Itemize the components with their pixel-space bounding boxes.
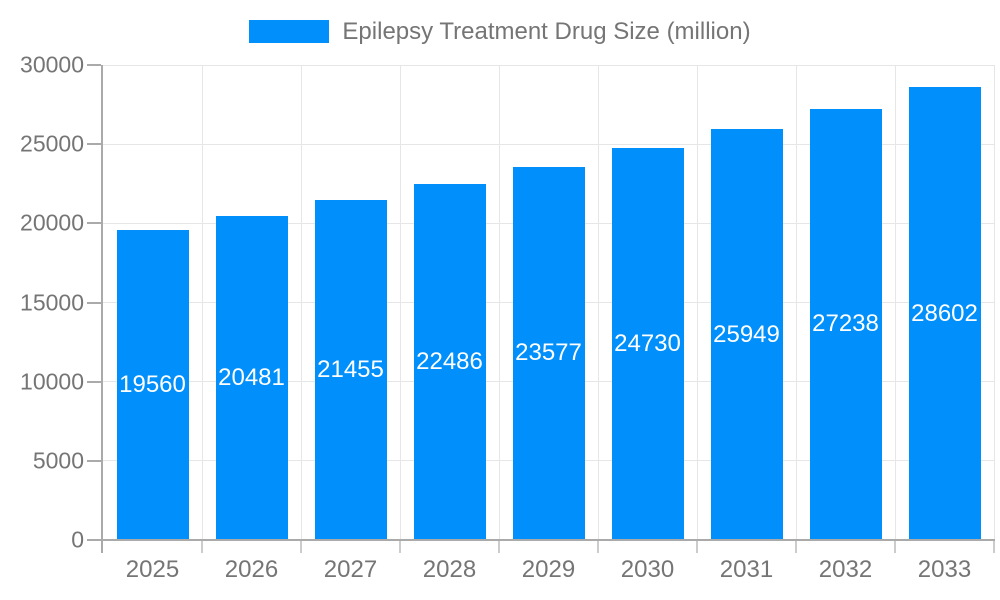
bar-value-label: 22486	[416, 347, 483, 375]
x-axis-tick	[597, 541, 599, 553]
x-axis-tick-label: 2032	[818, 556, 873, 583]
bar	[710, 129, 783, 540]
bar	[512, 166, 585, 540]
bar	[215, 215, 288, 540]
y-axis-tick	[87, 143, 101, 146]
x-axis-tick-label: 2031	[719, 556, 774, 583]
bar-value-label: 19560	[119, 371, 186, 399]
gridline-vertical	[201, 65, 203, 540]
y-axis-tick-label: 30000	[20, 51, 84, 78]
y-axis-tick-label: 15000	[20, 289, 84, 315]
legend-label: Epilepsy Treatment Drug Size (million)	[342, 18, 751, 45]
x-axis-tick-label: 2027	[323, 556, 378, 583]
x-axis-tick-label: 2030	[620, 556, 675, 583]
y-axis-tick	[87, 459, 101, 462]
bar-value-label: 24730	[614, 330, 681, 358]
x-axis-tick	[795, 541, 797, 553]
x-axis-tick-label: 2028	[422, 556, 477, 583]
y-axis-tick	[87, 539, 101, 541]
legend-swatch	[249, 20, 330, 43]
bar	[908, 87, 981, 540]
y-axis-tick-label: 25000	[20, 130, 84, 157]
legend: Epilepsy Treatment Drug Size (million)	[0, 18, 1000, 45]
gridline-vertical	[300, 65, 302, 540]
y-axis-tick	[87, 380, 101, 383]
bar	[314, 200, 387, 540]
y-axis-line	[101, 65, 103, 553]
gridline-vertical	[894, 65, 896, 540]
bar-value-label: 25949	[713, 320, 780, 348]
y-axis-tick	[87, 301, 101, 304]
y-axis-tick	[87, 64, 101, 66]
y-axis-tick-label: 0	[71, 526, 84, 553]
gridline-horizontal	[103, 64, 994, 66]
gridline-vertical	[399, 65, 401, 540]
gridline-vertical	[498, 65, 500, 540]
bar-value-label: 21455	[317, 356, 384, 384]
x-axis-tick-label: 2033	[917, 556, 972, 583]
bar-value-label: 20481	[218, 363, 285, 391]
legend-item[interactable]: Epilepsy Treatment Drug Size (million)	[249, 18, 751, 45]
x-axis-tick-label: 2029	[521, 556, 576, 583]
gridline-horizontal	[103, 143, 994, 145]
bar	[611, 148, 684, 540]
gridline-vertical	[993, 65, 995, 540]
x-axis-tick	[993, 541, 995, 553]
bar	[116, 230, 189, 540]
bar-value-label: 28602	[911, 299, 978, 327]
bar	[809, 108, 882, 540]
x-axis-tick	[894, 541, 896, 553]
y-axis-tick-label: 10000	[20, 368, 84, 395]
x-axis-tick	[201, 541, 203, 553]
x-axis-tick	[696, 541, 698, 553]
gridline-vertical	[795, 65, 797, 540]
x-axis-tick-label: 2025	[125, 556, 180, 583]
y-axis-tick-label: 5000	[32, 447, 84, 474]
bar-value-label: 27238	[812, 310, 879, 338]
x-axis-line	[101, 539, 995, 541]
x-axis-tick	[399, 541, 401, 553]
bar	[413, 183, 486, 540]
y-axis-tick-label: 20000	[20, 209, 84, 236]
x-axis-tick-label: 2026	[224, 556, 279, 583]
y-axis-tick	[87, 222, 101, 225]
gridline-vertical	[597, 65, 599, 540]
bar-value-label: 23577	[515, 339, 582, 367]
x-axis-tick	[300, 541, 302, 553]
gridline-vertical	[696, 65, 698, 540]
x-axis-tick	[498, 541, 500, 553]
